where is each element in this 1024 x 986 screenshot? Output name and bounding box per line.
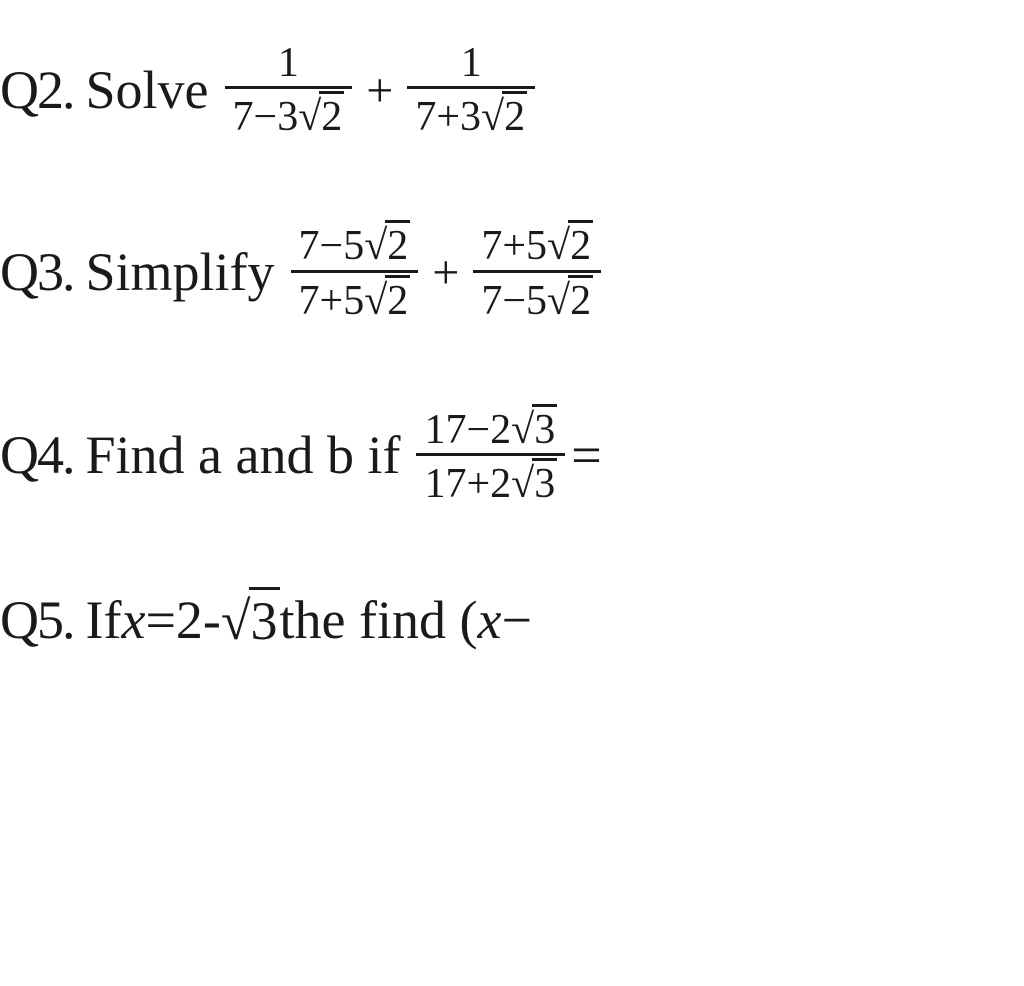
fraction-2: 1 7+3√2 bbox=[407, 40, 535, 140]
question-lead: Solve bbox=[86, 59, 209, 121]
sqrt-icon: √2 bbox=[364, 275, 410, 324]
den-text: 7+3 bbox=[415, 94, 481, 140]
question-number: Q2. bbox=[0, 59, 74, 121]
question-2: Q2. Solve 1 7−3√2 + 1 7+3√2 bbox=[0, 40, 1024, 140]
denominator: 7+5√2 bbox=[291, 270, 419, 324]
equals-sign: = bbox=[571, 424, 601, 486]
surd-arg: 2 bbox=[568, 275, 593, 324]
num-text: 17−2 bbox=[424, 407, 511, 453]
question-lead: Find a and b if bbox=[86, 424, 401, 486]
sqrt-icon: √3 bbox=[511, 404, 557, 453]
sqrt-icon: √2 bbox=[547, 275, 593, 324]
question-number: Q4. bbox=[0, 424, 74, 486]
den-text: 7+5 bbox=[299, 278, 365, 324]
numerator: 7+5√2 bbox=[473, 220, 601, 269]
question-lead: Simplify bbox=[86, 241, 275, 303]
question-4: Q4. Find a and b if 17−2√3 17+2√3 = bbox=[0, 404, 1024, 507]
numerator: 17−2√3 bbox=[416, 404, 565, 453]
num-text: 7−5 bbox=[299, 223, 365, 269]
plus-operator: + bbox=[366, 63, 393, 118]
surd-arg: 2 bbox=[385, 275, 410, 324]
surd-arg: 3 bbox=[249, 587, 280, 652]
variable-x: x bbox=[121, 589, 145, 651]
numerator: 1 bbox=[453, 40, 490, 86]
question-5: Q5. If x =2- √3 the find ( x − bbox=[0, 587, 1024, 652]
den-text: 7−5 bbox=[481, 278, 547, 324]
text-frag: − bbox=[501, 589, 531, 651]
sqrt-icon: √2 bbox=[298, 91, 344, 140]
denominator: 7−5√2 bbox=[473, 270, 601, 324]
variable-x: x bbox=[477, 589, 501, 651]
text-frag: =2- bbox=[145, 589, 220, 651]
surd-arg: 2 bbox=[319, 91, 344, 140]
sqrt-icon: √3 bbox=[511, 458, 557, 507]
sqrt-icon: √2 bbox=[481, 91, 527, 140]
denominator: 7−3√2 bbox=[225, 86, 353, 140]
denominator: 17+2√3 bbox=[416, 453, 565, 507]
den-text: 17+2 bbox=[424, 461, 511, 507]
surd-arg: 2 bbox=[502, 91, 527, 140]
fraction-2: 7+5√2 7−5√2 bbox=[473, 220, 601, 323]
text-frag: the find ( bbox=[280, 589, 478, 651]
den-text: 7−3 bbox=[233, 94, 299, 140]
fraction-1: 17−2√3 17+2√3 bbox=[416, 404, 565, 507]
num-text: 7+5 bbox=[481, 223, 547, 269]
fraction-1: 1 7−3√2 bbox=[225, 40, 353, 140]
denominator: 7+3√2 bbox=[407, 86, 535, 140]
question-number: Q3. bbox=[0, 241, 74, 303]
surd-arg: 2 bbox=[568, 220, 593, 269]
plus-operator: + bbox=[432, 245, 459, 300]
fraction-1: 7−5√2 7+5√2 bbox=[291, 220, 419, 323]
surd-arg: 2 bbox=[385, 220, 410, 269]
text-frag: If bbox=[86, 589, 122, 651]
sqrt-icon: √2 bbox=[364, 220, 410, 269]
sqrt-icon: √2 bbox=[547, 220, 593, 269]
numerator: 7−5√2 bbox=[291, 220, 419, 269]
surd-arg: 3 bbox=[532, 404, 557, 453]
question-number: Q5. bbox=[0, 589, 74, 651]
sqrt-icon: √3 bbox=[221, 587, 280, 652]
question-3: Q3. Simplify 7−5√2 7+5√2 + 7+5√2 7−5√2 bbox=[0, 220, 1024, 323]
surd-arg: 3 bbox=[532, 458, 557, 507]
numerator: 1 bbox=[270, 40, 307, 86]
document-body: Q2. Solve 1 7−3√2 + 1 7+3√2 Q3. Simplify… bbox=[0, 0, 1024, 652]
